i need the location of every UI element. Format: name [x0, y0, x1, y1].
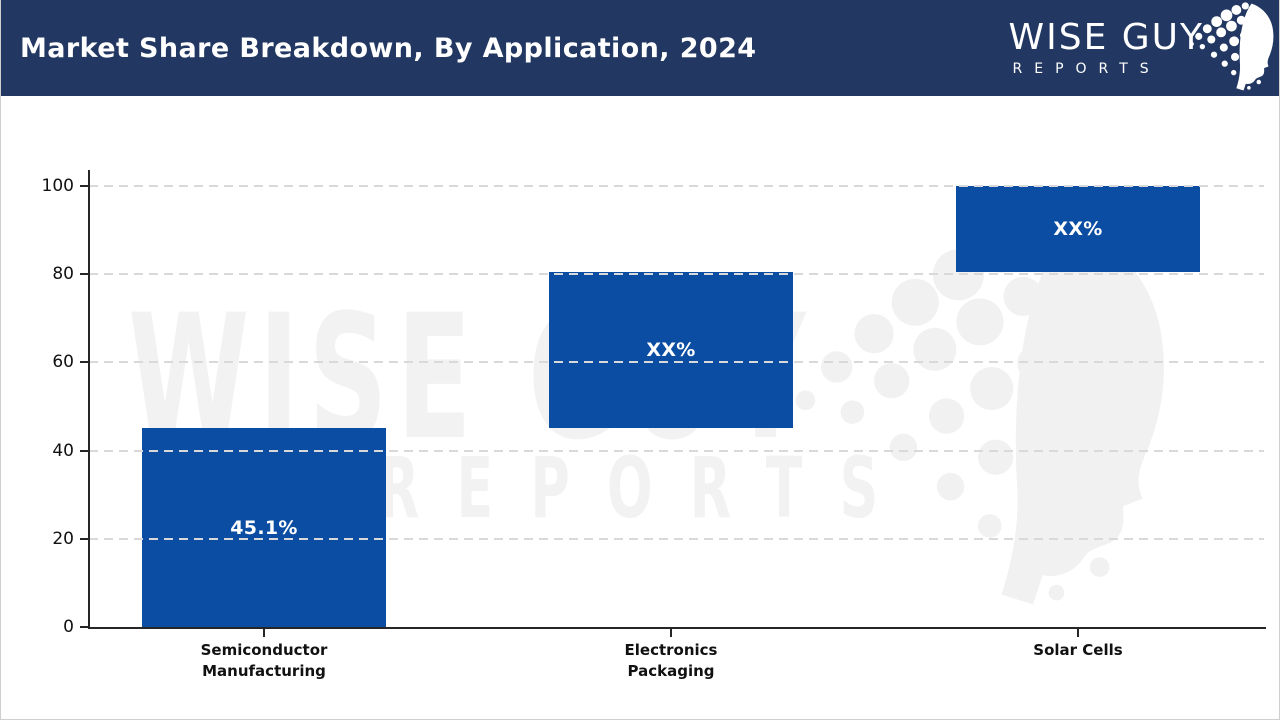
- gridline-60: [89, 361, 1264, 364]
- chart-title: Market Share Breakdown, By Application, …: [20, 32, 757, 64]
- bar-3: XX%: [956, 186, 1200, 272]
- y-tick-mark-0: [80, 626, 88, 628]
- x-category-label-1: Semiconductor Manufacturing: [114, 640, 414, 682]
- y-tick-label-20: 20: [52, 528, 74, 549]
- header-bar: Market Share Breakdown, By Application, …: [0, 0, 1280, 96]
- y-axis-spine: [88, 170, 90, 629]
- logo-text: WISE GUY REPORTS: [1008, 16, 1205, 77]
- y-tick-mark-20: [80, 537, 88, 540]
- x-tick-mark-1: [263, 629, 265, 637]
- x-axis-spine: [88, 627, 1266, 629]
- y-tick-mark-60: [80, 361, 88, 364]
- bar-1: 45.1%: [142, 428, 386, 627]
- watermark-subtitle: REPORTS: [378, 439, 916, 537]
- gridline-80: [89, 273, 1264, 276]
- gridline-20: [89, 537, 1264, 540]
- logo-head-icon: [1186, 1, 1276, 95]
- bar-label-3: XX%: [1053, 217, 1103, 240]
- x-tick-mark-3: [1077, 629, 1079, 637]
- y-tick-label-40: 40: [52, 440, 74, 461]
- x-category-line: Packaging: [627, 662, 715, 680]
- logo-wordmark: WISE GUY: [1008, 16, 1204, 58]
- y-tick-mark-40: [80, 449, 88, 452]
- x-category-line: Semiconductor: [200, 641, 328, 659]
- x-category-label-3: Solar Cells: [928, 640, 1228, 661]
- logo-subtitle: REPORTS: [1012, 60, 1161, 77]
- bar-label-2: XX%: [646, 338, 696, 361]
- x-category-line: Solar Cells: [1033, 641, 1123, 659]
- bar-2: XX%: [549, 271, 793, 429]
- y-tick-label-0: 0: [63, 617, 74, 637]
- x-tick-mark-2: [670, 629, 672, 637]
- gridline-100: [89, 185, 1264, 187]
- y-tick-mark-100: [80, 185, 88, 187]
- wiseguy-logo: WISE GUY REPORTS: [1009, 1, 1280, 95]
- y-tick-label-60: 60: [52, 352, 74, 373]
- x-category-label-2: Electronics Packaging: [521, 640, 821, 682]
- y-tick-label-100: 100: [41, 176, 74, 196]
- gridline-40: [89, 449, 1264, 452]
- y-tick-label-80: 80: [52, 264, 74, 285]
- x-category-line: Electronics: [624, 641, 718, 659]
- y-tick-mark-80: [80, 273, 88, 276]
- bar-label-1: 45.1%: [230, 516, 298, 539]
- x-category-line: Manufacturing: [202, 662, 326, 680]
